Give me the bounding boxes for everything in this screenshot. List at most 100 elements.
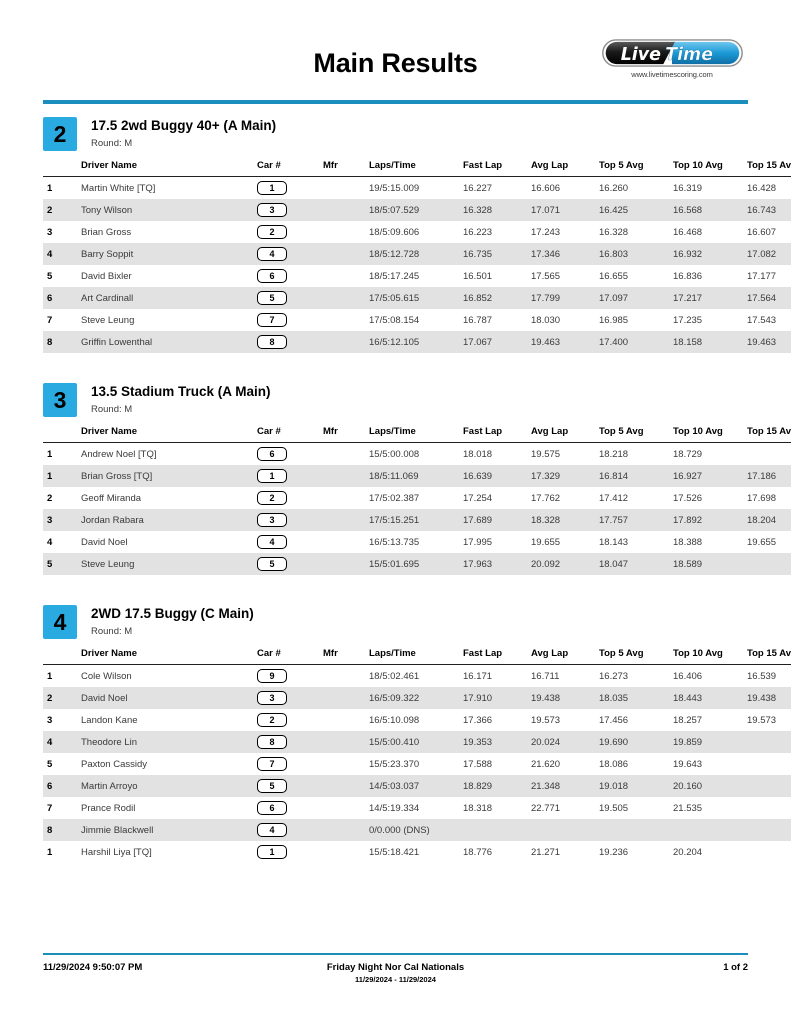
cell-top5-avg: 18.086 — [599, 758, 629, 770]
cell-mfr — [319, 199, 365, 221]
car-number-badge: 3 — [257, 203, 287, 217]
cell-car-number: 9 — [253, 665, 319, 688]
cell-fast-lap: 18.318 — [463, 802, 493, 814]
cell-car-number: 2 — [253, 487, 319, 509]
class-header: 4 2WD 17.5 Buggy (C Main) Round: M — [43, 592, 748, 645]
cell-position: 7 — [47, 802, 53, 814]
cell-avg-lap: 20.024 — [527, 731, 595, 753]
cell-top15-avg: 17.082 — [743, 243, 791, 265]
cell-top5-avg: 16.425 — [595, 199, 669, 221]
car-number-badge: 7 — [257, 313, 287, 327]
cell-driver-name: David Noel — [77, 687, 253, 709]
cell-avg-lap: 19.463 — [527, 331, 595, 353]
cell-fast-lap: 17.910 — [459, 687, 527, 709]
cell-car-number: 4 — [253, 243, 319, 265]
column-header-top15-avg: Top 15 Avg — [743, 423, 791, 443]
cell-mfr — [319, 819, 365, 841]
cell-laps-time: 17/5:15.251 — [365, 509, 459, 531]
car-number-badge: 1 — [257, 845, 287, 859]
cell-top10-avg: 16.406 — [673, 670, 703, 682]
cell-laps-time: 17/5:08.154 — [369, 314, 420, 326]
cell-driver-name: Paxton Cassidy — [81, 758, 148, 770]
car-number-badge: 7 — [257, 757, 287, 771]
class-section: 4 2WD 17.5 Buggy (C Main) Round: M Drive… — [43, 592, 791, 863]
cell-mfr — [319, 687, 365, 709]
footer-event-dates: 11/29/2024 - 11/29/2024 — [355, 975, 436, 984]
cell-top5-avg: 19.690 — [595, 731, 669, 753]
cell-top10-avg: 17.892 — [669, 509, 743, 531]
cell-position: 6 — [43, 775, 77, 797]
column-header-fast-lap: Fast Lap — [459, 645, 527, 665]
cell-top5-avg: 17.400 — [595, 331, 669, 353]
cell-top5-avg: 16.814 — [595, 465, 669, 487]
cell-mfr — [319, 553, 365, 575]
cell-position: 1 — [47, 846, 53, 858]
svg-text:Time: Time — [665, 45, 713, 65]
cell-car-number: 7 — [253, 753, 319, 775]
table-row: 2 Geoff Miranda 2 17/5:02.387 17.254 17.762 17… — [43, 487, 791, 509]
cell-position: 5 — [47, 758, 53, 770]
cell-car-number: 6 — [253, 797, 319, 819]
car-number-badge: 4 — [257, 535, 287, 549]
cell-top10-avg: 16.932 — [669, 243, 743, 265]
cell-top15-avg: 19.573 — [747, 714, 777, 726]
car-number-badge: 6 — [257, 447, 287, 461]
cell-top15-avg: 18.204 — [743, 509, 791, 531]
cell-top10-avg: 16.927 — [669, 465, 743, 487]
cell-fast-lap: 17.995 — [463, 536, 493, 548]
cell-avg-lap: 17.329 — [527, 465, 595, 487]
car-number-badge: 1 — [257, 181, 287, 195]
cell-driver-name: David Noel — [81, 536, 128, 548]
column-header-avg-lap: Avg Lap — [527, 423, 595, 443]
cell-top5-avg: 16.328 — [599, 226, 629, 238]
class-round: Round: M — [91, 625, 133, 637]
cell-car-number: 5 — [253, 287, 319, 309]
cell-position: 4 — [47, 536, 53, 548]
class-round: Round: M — [91, 403, 133, 415]
class-header: 2 17.5 2wd Buggy 40+ (A Main) Round: M — [43, 104, 748, 157]
cell-position: 6 — [43, 287, 77, 309]
column-header-top5-avg: Top 5 Avg — [595, 157, 669, 177]
cell-laps-time: 0/0.000 (DNS) — [365, 819, 459, 841]
cell-position: 1 — [43, 465, 77, 487]
cell-mfr — [319, 287, 365, 309]
cell-top10-avg: 18.257 — [673, 714, 703, 726]
cell-driver-name: Jimmie Blackwell — [77, 819, 253, 841]
column-header-top5-avg: Top 5 Avg — [595, 645, 669, 665]
cell-driver-name: Barry Soppit — [77, 243, 253, 265]
car-number-badge: 6 — [257, 801, 287, 815]
cell-driver-name: Geoff Miranda — [81, 492, 142, 504]
cell-top5-avg: 18.035 — [595, 687, 669, 709]
cell-mfr — [319, 731, 365, 753]
cell-mfr — [319, 797, 365, 819]
footer-divider — [43, 953, 748, 955]
table-row: 7 Prance Rodil 6 14/5:19.334 18.318 22.771 19.… — [43, 797, 791, 819]
footer-page-number: 1 of 2 — [723, 962, 748, 973]
class-round: Round: M — [91, 137, 133, 149]
cell-laps-time: 18/5:02.461 — [369, 670, 420, 682]
cell-fast-lap: 16.639 — [459, 465, 527, 487]
cell-mfr — [319, 509, 365, 531]
cell-top10-avg: 18.388 — [673, 536, 703, 548]
cell-position: 7 — [47, 314, 53, 326]
cell-fast-lap: 16.227 — [463, 182, 493, 194]
page-title: Main Results — [313, 48, 478, 78]
cell-top10-avg: 21.535 — [673, 802, 703, 814]
table-row: 6 Art Cardinall 5 17/5:05.615 16.852 17.799 17… — [43, 287, 791, 309]
svg-text:Live: Live — [621, 45, 661, 65]
table-row: 5 Steve Leung 5 15/5:01.695 17.963 20.092 18.0… — [43, 553, 791, 575]
cell-mfr — [319, 309, 365, 331]
cell-driver-name: Jordan Rabara — [77, 509, 253, 531]
cell-top5-avg: 18.047 — [595, 553, 669, 575]
cell-top15-avg: 19.438 — [743, 687, 791, 709]
car-number-badge: 4 — [257, 823, 287, 837]
cell-top15-avg — [743, 731, 791, 753]
cell-mfr — [319, 443, 365, 466]
results-table: Driver Name Car # Mfr Laps/Time Fast Lap… — [43, 645, 791, 863]
cell-car-number: 6 — [253, 265, 319, 287]
cell-top10-avg: 20.160 — [669, 775, 743, 797]
cell-top10-avg: 16.836 — [673, 270, 703, 282]
cell-laps-time: 17/5:05.615 — [365, 287, 459, 309]
car-number-badge: 5 — [257, 557, 287, 571]
cell-driver-name: Steve Leung — [77, 553, 253, 575]
